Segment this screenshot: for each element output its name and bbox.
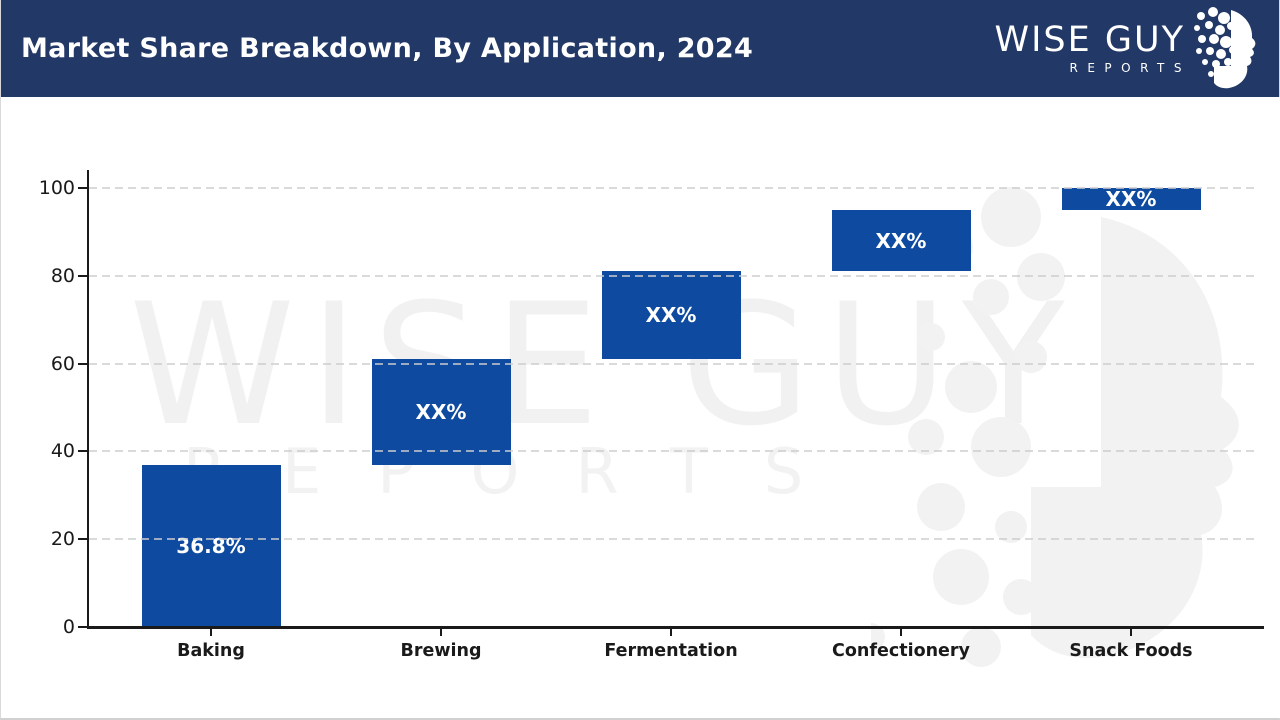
bar-value-label: XX% (1105, 186, 1157, 211)
bar-value-label: XX% (645, 303, 697, 328)
chart-area: WISE GUY REPORTS 36.8% XX% XX% XX% XX% 0 20 40… (1, 97, 1280, 718)
y-tick-label: 20 (50, 528, 75, 551)
bar-value-label: XX% (415, 400, 467, 425)
logo-wordmark: WISE GUY REPORTS (994, 22, 1185, 75)
y-tick-label: 40 (50, 440, 75, 463)
x-axis-spine (87, 626, 1264, 629)
y-tick-label: 60 (50, 352, 75, 375)
header: Market Share Breakdown, By Application, … (1, 0, 1279, 97)
y-tick-mark (78, 626, 87, 628)
x-tick-mark (1130, 629, 1132, 636)
logo-line1: WISE GUY (994, 20, 1185, 61)
y-tick-label: 0 (62, 616, 75, 638)
bar-segment: XX% (831, 209, 971, 272)
y-tick-label: 80 (50, 264, 75, 287)
watermark-head-graphic (871, 187, 1239, 667)
bar-segment: XX% (1061, 186, 1201, 211)
y-tick-label: 100 (38, 177, 75, 199)
x-category-label: Brewing (400, 641, 482, 661)
y-tick-mark (78, 450, 87, 453)
gridline (89, 187, 1259, 189)
plot-area: 36.8% XX% XX% XX% XX% 0 20 40 60 80 100 Baking Bre… (39, 170, 1264, 661)
bar-segment: XX% (601, 271, 741, 360)
logo-line2: REPORTS (1069, 60, 1191, 75)
gridline (89, 450, 1259, 453)
watermark-text-1: WISE GUY (129, 267, 1079, 463)
bar-segment: XX% (371, 359, 511, 466)
x-category-label: Confectionery (832, 641, 970, 661)
y-tick-mark (78, 187, 87, 189)
gridline (89, 538, 1259, 541)
y-tick-mark (78, 274, 87, 277)
wiseguy-head-icon (1194, 6, 1256, 88)
x-tick-mark (670, 629, 672, 636)
x-category-label: Snack Foods (1069, 641, 1193, 661)
gridline (89, 274, 1259, 277)
bar-value-label: 36.8% (176, 534, 246, 559)
page-title: Market Share Breakdown, By Application, … (21, 33, 754, 64)
x-tick-mark (440, 629, 442, 636)
x-category-label: Fermentation (604, 641, 738, 661)
y-tick-mark (78, 538, 87, 541)
x-category-label: Baking (177, 641, 245, 661)
bar-value-label: XX% (875, 228, 927, 253)
x-tick-mark (210, 629, 212, 636)
wiseguy-logo: WISE GUY REPORTS (994, 6, 1261, 92)
y-axis-spine (87, 170, 89, 629)
gridline (89, 362, 1259, 365)
x-tick-mark (900, 629, 902, 636)
y-tick-mark (78, 362, 87, 365)
bar-segment: 36.8% (141, 465, 281, 627)
